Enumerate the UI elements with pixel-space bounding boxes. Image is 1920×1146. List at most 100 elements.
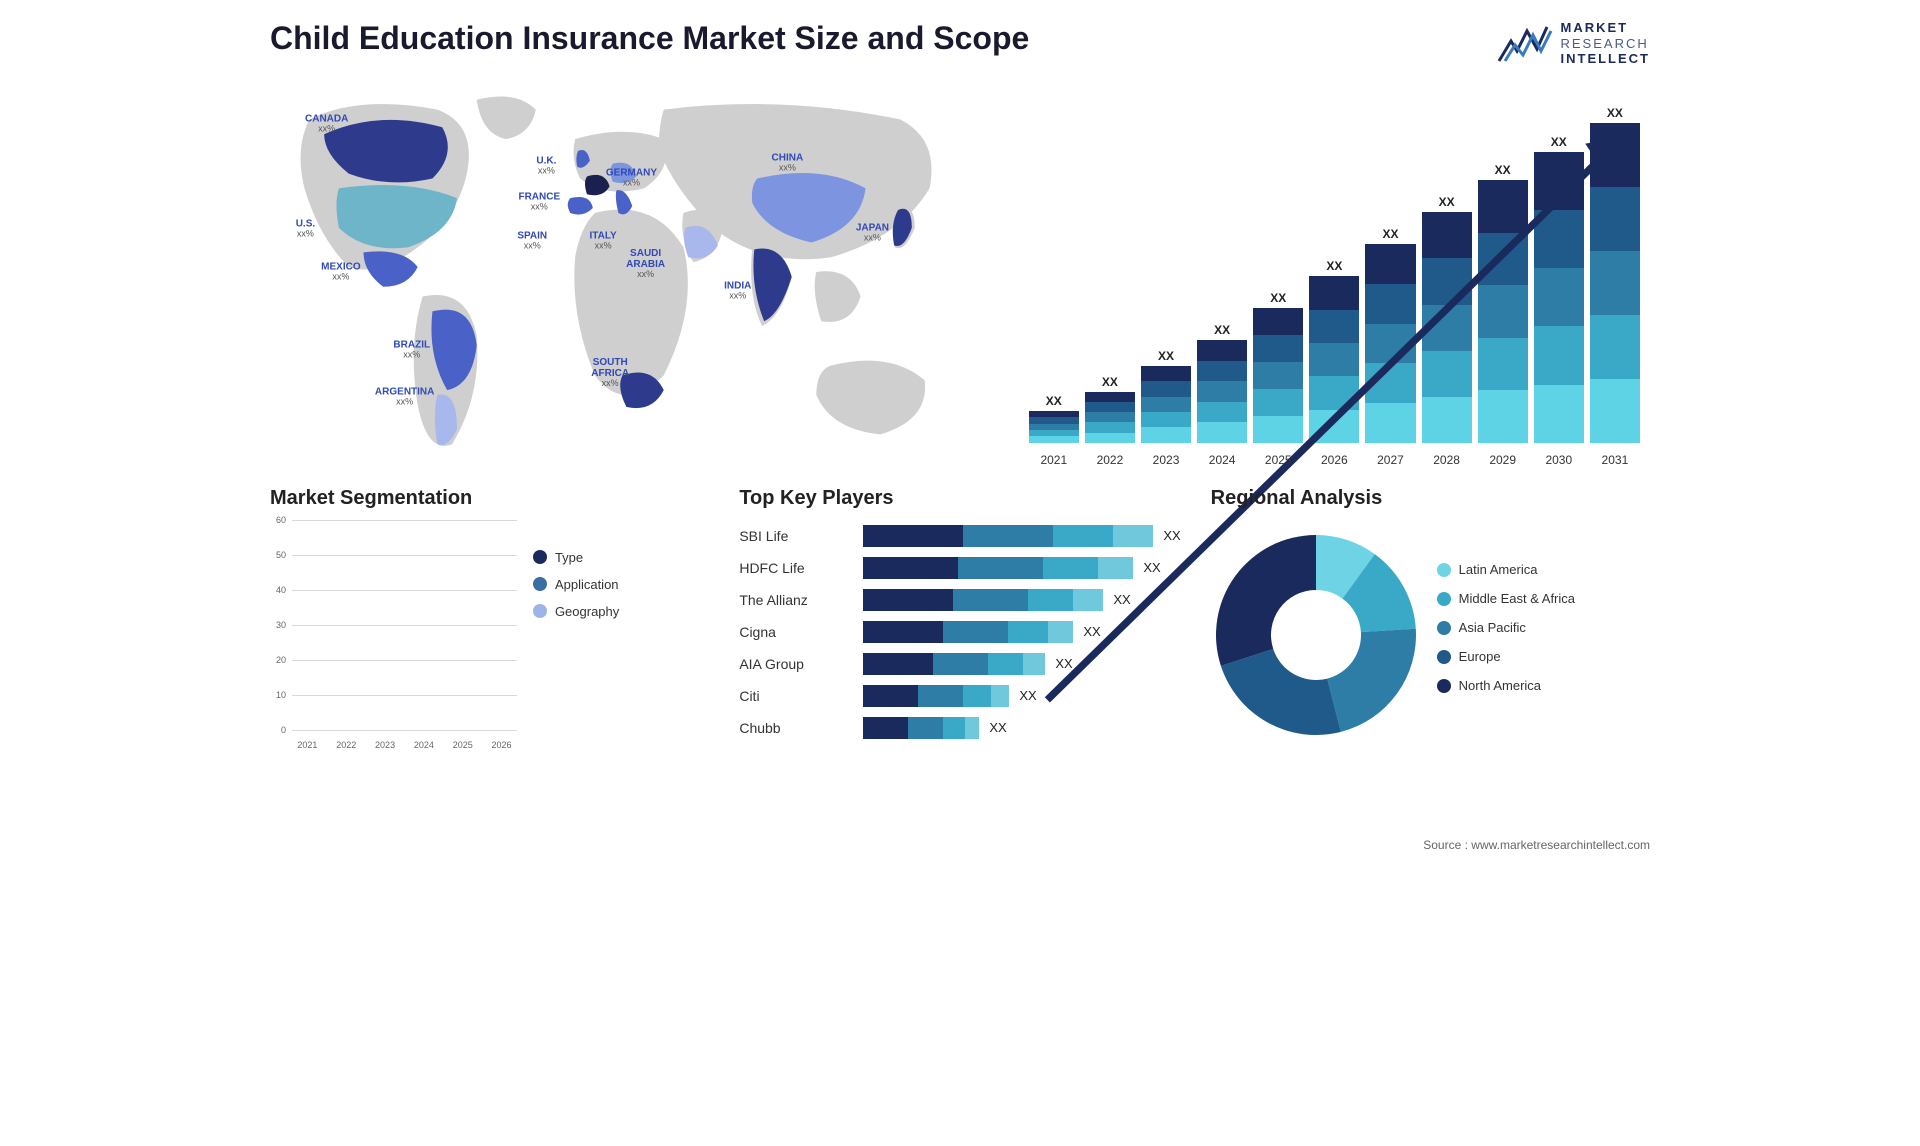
growth-bar-value: XX [1270,291,1286,305]
growth-xtick: 2026 [1309,453,1359,467]
kp-name: Cigna [739,620,849,644]
donut-legend-item: Latin America [1437,562,1650,577]
seg-xtick: 2025 [447,740,478,750]
kp-value: XX [1113,592,1130,607]
key-players-title: Top Key Players [739,487,1180,510]
kp-value: XX [1143,560,1160,575]
logo: MARKET RESEARCH INTELLECT [1497,20,1651,67]
growth-xtick: 2025 [1253,453,1303,467]
growth-bar-value: XX [1214,323,1230,337]
map-label-saudi-arabia: SAUDIARABIAxx% [626,248,665,280]
map-label-france: FRANCExx% [518,191,560,212]
growth-bar-value: XX [1551,135,1567,149]
kp-name: Chubb [739,716,849,740]
map-label-china: CHINAxx% [772,152,804,173]
growth-bar-2026: XX [1309,259,1359,442]
world-map-icon [270,77,979,467]
growth-bar-2025: XX [1253,291,1303,442]
growth-xtick: 2030 [1534,453,1584,467]
map-label-germany: GERMANYxx% [606,168,657,189]
seg-xtick: 2024 [408,740,439,750]
kp-name: Citi [739,684,849,708]
kp-name: The Allianz [739,588,849,612]
growth-bar-2031: XX [1590,106,1640,443]
growth-bar-value: XX [1046,394,1062,408]
growth-bar-2021: XX [1029,394,1079,443]
growth-bar-value: XX [1326,259,1342,273]
donut-legend-item: Europe [1437,649,1650,664]
growth-bar-2028: XX [1422,195,1472,442]
seg-ytick: 0 [281,725,286,735]
kp-bar-aia-group: XX [863,652,1180,676]
regional-panel: Regional Analysis Latin AmericaMiddle Ea… [1211,487,1650,777]
map-label-italy: ITALYxx% [589,230,616,251]
donut-legend-item: Asia Pacific [1437,620,1650,635]
seg-legend-item: Application [533,577,709,592]
growth-xtick: 2024 [1197,453,1247,467]
growth-xtick: 2021 [1029,453,1079,467]
segmentation-title: Market Segmentation [270,487,709,510]
seg-ytick: 40 [276,585,286,595]
map-label-south-africa: SOUTHAFRICAxx% [591,357,629,389]
growth-bar-2022: XX [1085,375,1135,443]
logo-line3: INTELLECT [1561,51,1651,67]
map-label-argentina: ARGENTINAxx% [375,386,434,407]
growth-xtick: 2029 [1478,453,1528,467]
map-label-canada: CANADAxx% [305,113,348,134]
growth-bar-2027: XX [1365,227,1415,442]
key-players-panel: Top Key Players SBI Life HDFC Life The All… [739,487,1180,777]
growth-xtick: 2027 [1365,453,1415,467]
kp-name: SBI Life [739,524,849,548]
kp-bar-the-allianz: XX [863,588,1180,612]
map-label-india: INDIAxx% [724,281,751,302]
kp-bar-citi: XX [863,684,1180,708]
kp-bar-hdfc-life: XX [863,556,1180,580]
growth-xtick: 2028 [1422,453,1472,467]
logo-text: MARKET RESEARCH INTELLECT [1561,20,1651,67]
logo-line2: RESEARCH [1561,36,1651,52]
kp-value: XX [1055,656,1072,671]
growth-xtick: 2022 [1085,453,1135,467]
seg-ytick: 60 [276,515,286,525]
growth-bar-2023: XX [1141,349,1191,443]
segmentation-panel: Market Segmentation 0 10 20 30 40 50 60 2021 202… [270,487,709,777]
map-label-u-k-: U.K.xx% [536,156,556,177]
kp-bar-cigna: XX [863,620,1180,644]
growth-bar-2030: XX [1534,135,1584,443]
kp-name: HDFC Life [739,556,849,580]
world-map-panel: CANADAxx%U.S.xx%MEXICOxx%BRAZILxx%ARGENT… [270,77,979,467]
kp-value: XX [989,720,1006,735]
seg-xtick: 2022 [331,740,362,750]
seg-ytick: 20 [276,655,286,665]
map-label-u-s-: U.S.xx% [296,218,315,239]
kp-value: XX [1163,528,1180,543]
source-credit: Source : www.marketresearchintellect.com [1423,838,1650,852]
seg-ytick: 50 [276,550,286,560]
map-label-japan: JAPANxx% [856,222,889,243]
map-label-mexico: MEXICOxx% [321,261,360,282]
seg-ytick: 10 [276,690,286,700]
growth-xtick: 2023 [1141,453,1191,467]
kp-bar-sbi-life: XX [863,524,1180,548]
seg-xtick: 2026 [486,740,517,750]
kp-bar-chubb: XX [863,716,1180,740]
seg-legend-item: Geography [533,604,709,619]
growth-bar-value: XX [1382,227,1398,241]
growth-bar-value: XX [1102,375,1118,389]
growth-bar-value: XX [1439,195,1455,209]
growth-bar-value: XX [1495,163,1511,177]
seg-ytick: 30 [276,620,286,630]
kp-name: AIA Group [739,652,849,676]
growth-xtick: 2031 [1590,453,1640,467]
growth-chart-panel: XX XX XX XX XX XX XX XX XX XX XX 2021 2022 2023 2024 2… [1009,77,1650,467]
growth-bar-value: XX [1158,349,1174,363]
regional-title: Regional Analysis [1211,487,1650,510]
growth-bar-2029: XX [1478,163,1528,442]
kp-value: XX [1083,624,1100,639]
map-label-spain: SPAINxx% [517,230,547,251]
kp-value: XX [1019,688,1036,703]
growth-bar-2024: XX [1197,323,1247,442]
seg-xtick: 2021 [292,740,323,750]
seg-legend-item: Type [533,550,709,565]
growth-bar-value: XX [1607,106,1623,120]
